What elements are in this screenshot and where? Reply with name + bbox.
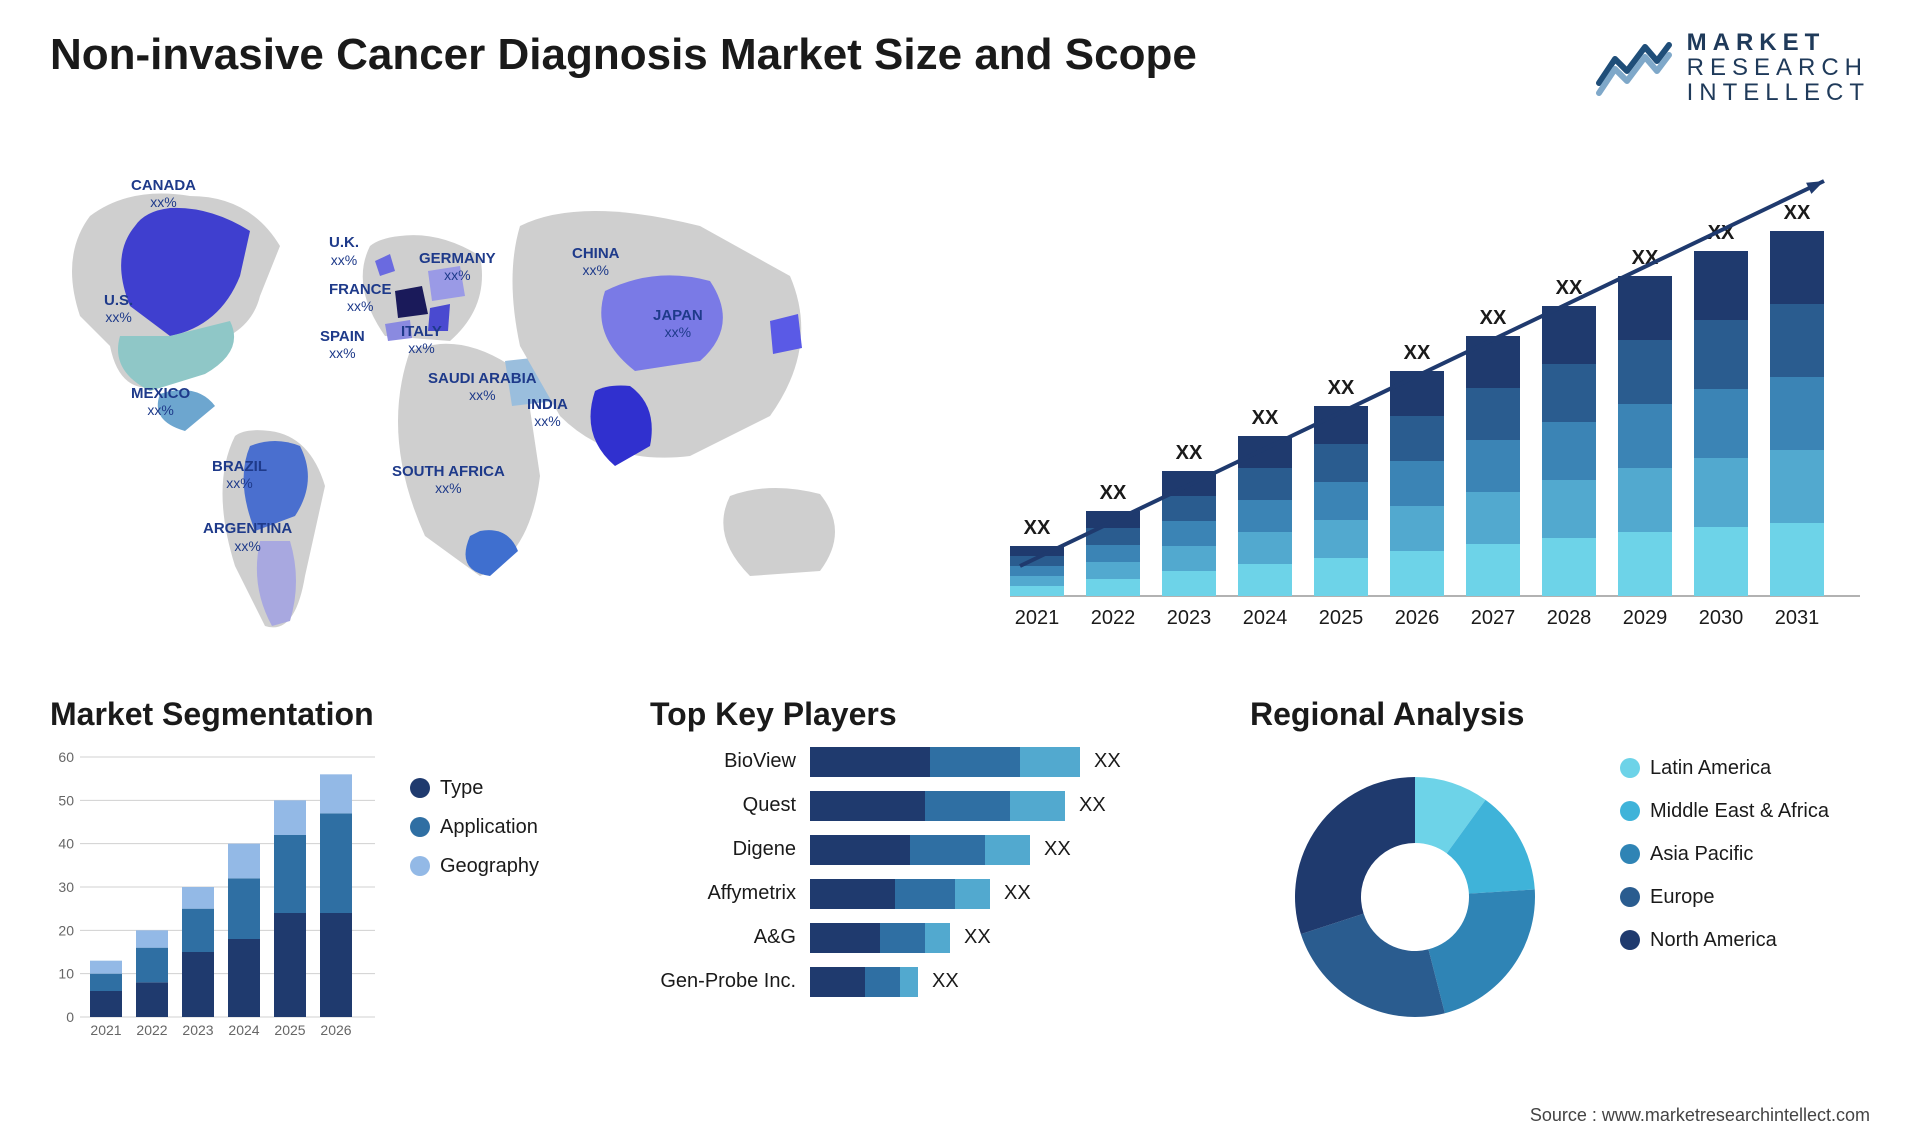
svg-text:XX: XX	[1556, 277, 1583, 299]
svg-text:2024: 2024	[1243, 607, 1288, 629]
map-label: SOUTH AFRICAxx%	[392, 463, 505, 498]
svg-text:2021: 2021	[1015, 607, 1060, 629]
segmentation-legend: Type Application Geography	[410, 777, 539, 1047]
players-title: Top Key Players	[650, 696, 1210, 733]
svg-text:2028: 2028	[1547, 607, 1592, 629]
svg-text:XX: XX	[1100, 482, 1127, 504]
brand-mark-icon	[1595, 39, 1673, 97]
svg-text:2023: 2023	[182, 1022, 213, 1038]
brand-logo: MARKET RESEARCH INTELLECT	[1595, 30, 1870, 106]
map-label: ITALYxx%	[401, 323, 442, 358]
legend-item: Middle East & Africa	[1620, 800, 1829, 823]
player-value: XX	[964, 926, 991, 949]
svg-text:XX: XX	[1024, 517, 1051, 539]
player-row: Gen-Probe Inc. XX	[650, 967, 1210, 997]
map-label: U.K.xx%	[329, 234, 359, 269]
svg-text:0: 0	[66, 1009, 74, 1025]
map-label: ARGENTINAxx%	[203, 520, 292, 555]
svg-text:XX: XX	[1328, 377, 1355, 399]
legend-item: Latin America	[1620, 757, 1829, 780]
map-label: GERMANYxx%	[419, 250, 496, 285]
svg-text:2029: 2029	[1623, 607, 1668, 629]
svg-text:2026: 2026	[320, 1022, 351, 1038]
regional-legend: Latin America Middle East & Africa Asia Pa…	[1620, 757, 1829, 952]
svg-text:30: 30	[58, 879, 74, 895]
legend-item: Geography	[410, 855, 539, 878]
svg-text:20: 20	[58, 922, 74, 938]
brand-line3: INTELLECT	[1687, 80, 1870, 105]
segmentation-title: Market Segmentation	[50, 696, 610, 733]
map-label: SAUDI ARABIAxx%	[428, 370, 537, 405]
player-row: Digene XX	[650, 835, 1210, 865]
svg-text:2022: 2022	[1091, 607, 1136, 629]
svg-text:XX: XX	[1404, 342, 1431, 364]
player-name: BioView	[650, 750, 810, 773]
svg-text:XX: XX	[1784, 202, 1811, 224]
growth-bar-chart: 2021 XX 2022 XX 2023 XX 2024 XX 2025 XX 2026 XX 2027…	[990, 136, 1870, 656]
map-label: CHINAxx%	[572, 245, 620, 280]
player-bar	[810, 923, 950, 953]
player-name: Quest	[650, 794, 810, 817]
map-label: JAPANxx%	[653, 307, 703, 342]
svg-text:2026: 2026	[1395, 607, 1440, 629]
world-map: CANADAxx% U.S.xx% MEXICOxx% BRAZILxx% ARGENT…	[50, 136, 950, 656]
svg-text:2024: 2024	[228, 1022, 259, 1038]
svg-text:2027: 2027	[1471, 607, 1516, 629]
map-label: CANADAxx%	[131, 177, 196, 212]
player-name: Digene	[650, 838, 810, 861]
brand-line2: RESEARCH	[1687, 55, 1870, 80]
map-label: BRAZILxx%	[212, 458, 267, 493]
map-label: SPAINxx%	[320, 328, 365, 363]
player-row: BioView XX	[650, 747, 1210, 777]
player-value: XX	[1004, 882, 1031, 905]
svg-text:2021: 2021	[90, 1022, 121, 1038]
player-value: XX	[1044, 838, 1071, 861]
map-label: FRANCExx%	[329, 281, 392, 316]
player-name: A&G	[650, 926, 810, 949]
regional-title: Regional Analysis	[1250, 696, 1870, 733]
page-title: Non-invasive Cancer Diagnosis Market Siz…	[50, 30, 1197, 80]
source-text: Source : www.marketresearchintellect.com	[1530, 1105, 1870, 1126]
player-bar	[810, 879, 990, 909]
player-value: XX	[1079, 794, 1106, 817]
player-value: XX	[932, 970, 959, 993]
legend-item: Asia Pacific	[1620, 843, 1829, 866]
player-bar	[810, 747, 1080, 777]
svg-text:2023: 2023	[1167, 607, 1212, 629]
legend-item: North America	[1620, 929, 1829, 952]
player-bar	[810, 967, 918, 997]
svg-text:XX: XX	[1176, 442, 1203, 464]
player-name: Gen-Probe Inc.	[650, 970, 810, 993]
svg-text:XX: XX	[1252, 407, 1279, 429]
regional-donut-chart	[1250, 747, 1580, 1047]
map-label: U.S.xx%	[104, 292, 133, 327]
svg-text:2030: 2030	[1699, 607, 1744, 629]
svg-text:2025: 2025	[1319, 607, 1364, 629]
player-bar	[810, 835, 1030, 865]
player-value: XX	[1094, 750, 1121, 773]
map-label: INDIAxx%	[527, 396, 568, 431]
segmentation-panel: Market Segmentation 0 10 20 30 40 50 60 2021 202…	[50, 696, 610, 1047]
svg-text:10: 10	[58, 965, 74, 981]
svg-text:2031: 2031	[1775, 607, 1820, 629]
brand-line1: MARKET	[1687, 29, 1826, 56]
player-row: Affymetrix XX	[650, 879, 1210, 909]
map-label: MEXICOxx%	[131, 385, 190, 420]
player-bar	[810, 791, 1065, 821]
legend-item: Type	[410, 777, 539, 800]
player-name: Affymetrix	[650, 882, 810, 905]
svg-text:2025: 2025	[274, 1022, 305, 1038]
svg-text:2022: 2022	[136, 1022, 167, 1038]
player-row: Quest XX	[650, 791, 1210, 821]
svg-text:XX: XX	[1480, 307, 1507, 329]
legend-item: Application	[410, 816, 539, 839]
legend-item: Europe	[1620, 886, 1829, 909]
players-panel: Top Key Players BioView XX Quest XX Digene XX…	[650, 696, 1210, 1047]
svg-text:50: 50	[58, 792, 74, 808]
regional-panel: Regional Analysis Latin America Middle Ea…	[1250, 696, 1870, 1047]
segmentation-chart: 0 10 20 30 40 50 60 2021 2022 2023 2024 2025 2026	[50, 747, 380, 1047]
svg-text:40: 40	[58, 835, 74, 851]
svg-text:60: 60	[58, 749, 74, 765]
player-row: A&G XX	[650, 923, 1210, 953]
